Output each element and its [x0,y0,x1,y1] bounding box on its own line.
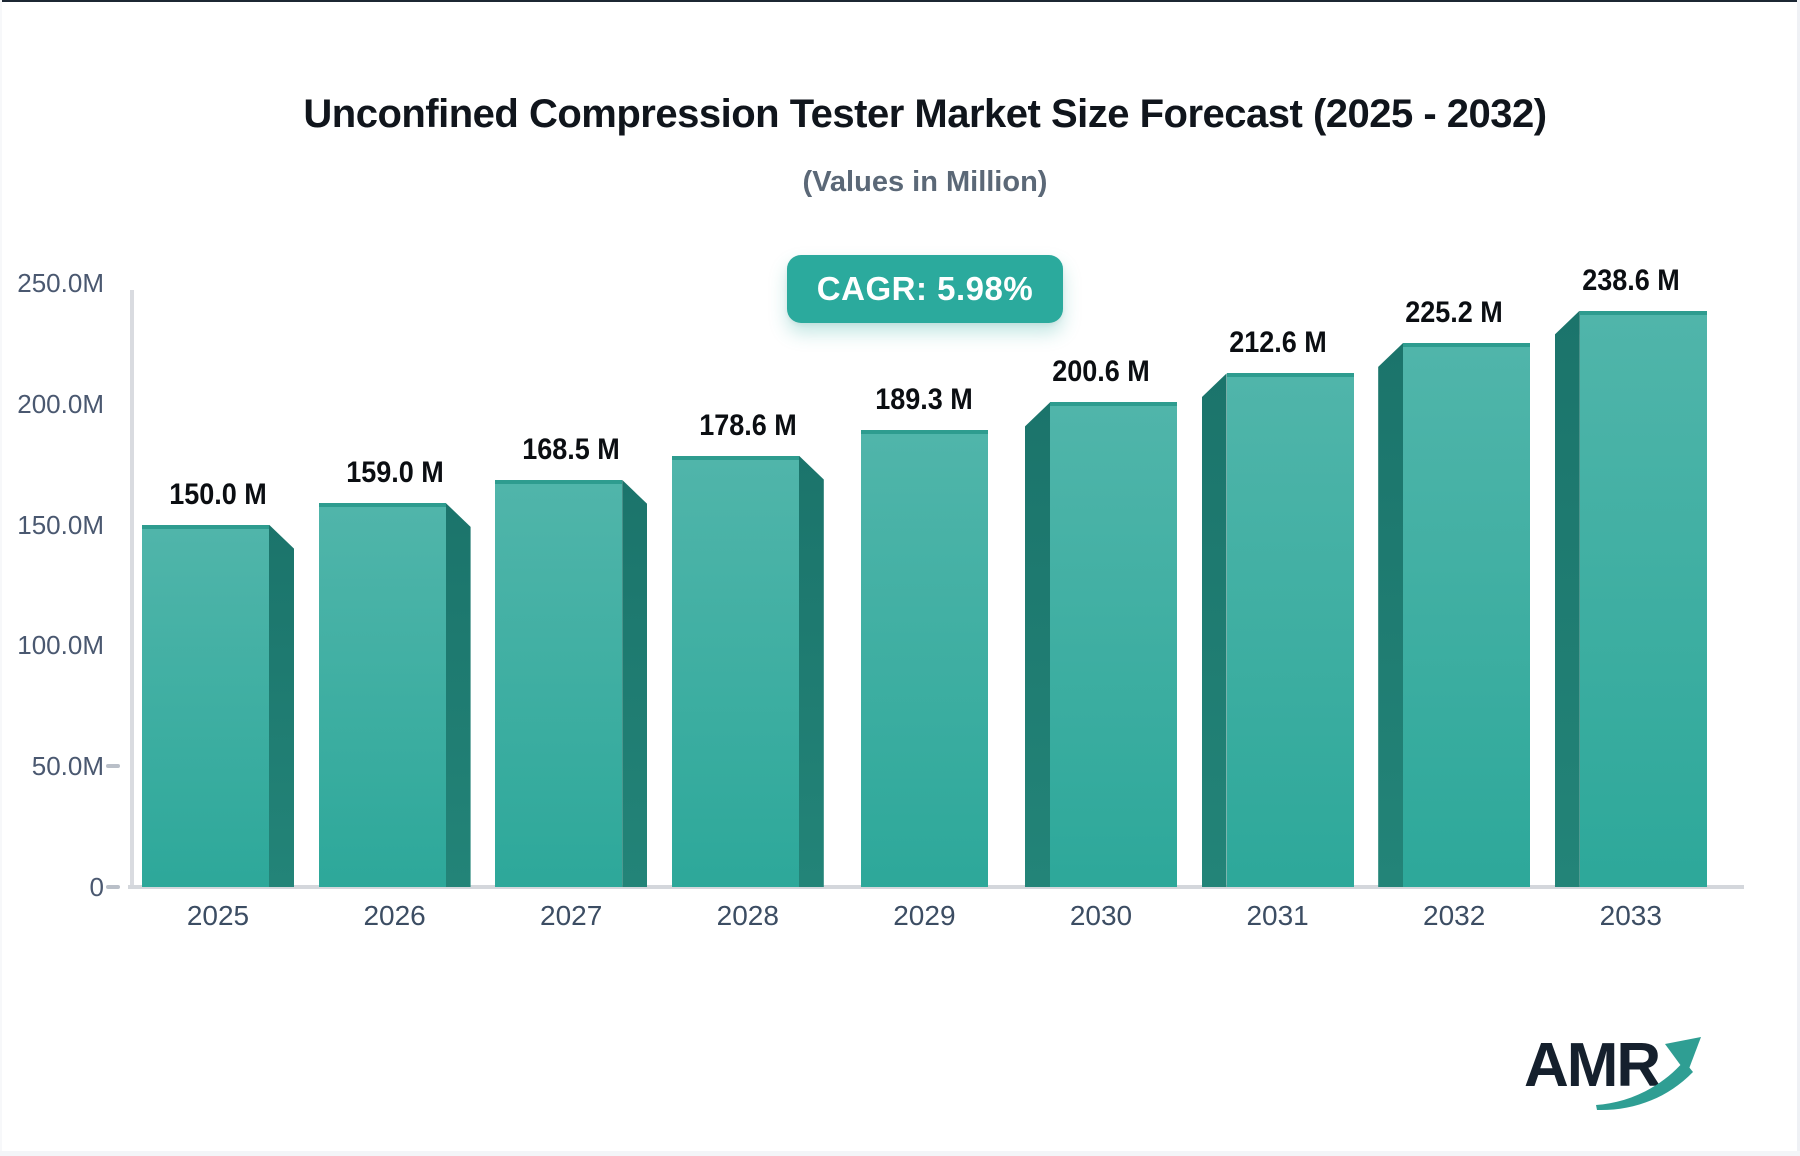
bar-value-label-2028: 178.6 M [699,408,797,442]
bar-value-label-2026: 159.0 M [345,455,444,489]
bar-value-label-2025: 150.0 M [169,477,267,511]
frame-right-border [1797,0,1800,1156]
bar-3d-side-2027 [622,479,648,887]
bar-2030 [1050,402,1177,887]
x-axis-label-2027: 2027 [540,900,603,931]
bar-value-label-2031: 212.6 M [1228,326,1327,360]
frame-bottom-border [0,1151,1800,1156]
y-axis-label: 50.0M [31,751,104,782]
x-axis-line [128,885,1744,889]
x-axis-label-2031: 2031 [1246,900,1309,931]
x-axis-label-2028: 2028 [716,900,779,931]
bar-3d-side-2031 [1201,373,1227,887]
bar-2033 [1579,310,1707,887]
chart-subtitle: (Values in Million) [802,166,1048,198]
y-axis-label: 100.0M [17,630,104,661]
amr-logo-text: AMR [1524,1031,1661,1100]
cagr-badge: CAGR: 5.98% [787,255,1063,323]
frame-top-border [0,0,1800,2]
bar-2026 [318,502,446,887]
bar-2031 [1226,373,1354,887]
x-axis-label-2032: 2032 [1423,900,1486,931]
bar-3d-side-2025 [269,524,294,887]
bar-3d-side-2033 [1554,310,1580,887]
y-axis-tick [106,885,120,889]
y-axis-tick [106,764,120,769]
bar-value-label-2032: 225.2 M [1405,295,1503,329]
frame-left-border [0,0,2,1156]
y-axis-label: 200.0M [17,388,104,419]
bar-value-label-2027: 168.5 M [522,432,620,466]
x-axis-label-2030: 2030 [1069,900,1133,931]
chart-title: Unconfined Compression Tester Market Siz… [303,92,1547,136]
bar-2025 [142,524,269,887]
bar-2029 [860,429,988,887]
bar-3d-side-2026 [445,502,471,887]
x-axis-label-2029: 2029 [893,900,956,931]
bar-value-label-2030: 200.6 M [1052,355,1150,389]
bar-2032 [1403,342,1531,887]
bar-value-label-2029: 189.3 M [875,382,974,416]
bar-3d-side-2030 [1025,402,1050,887]
bar-3d-side-2032 [1378,342,1404,887]
bar-2027 [495,479,623,887]
y-axis-label: 250.0M [17,268,104,298]
bar-3d-side-2028 [798,455,824,887]
x-axis-label-2033: 2033 [1599,900,1662,931]
y-axis-label: 0 [89,872,104,902]
x-axis-label-2025: 2025 [186,900,250,931]
growth-arrow-icon [1596,1037,1701,1111]
y-axis-label: 150.0M [17,509,104,540]
x-axis-label-2026: 2026 [363,900,426,931]
bar-2028 [671,455,799,887]
y-axis-line [130,290,134,889]
bar-value-label-2033: 238.6 M [1582,263,1680,297]
